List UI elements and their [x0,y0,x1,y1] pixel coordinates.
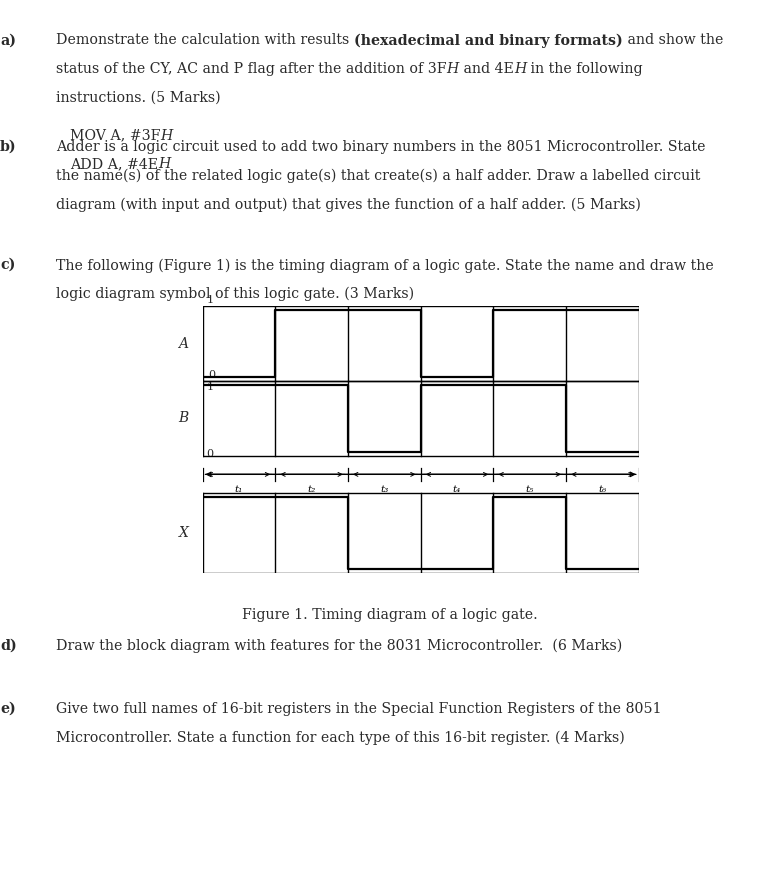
Text: Figure 1. Timing diagram of a logic gate.: Figure 1. Timing diagram of a logic gate… [241,608,538,622]
Text: t₃: t₃ [380,485,389,494]
Text: Microcontroller. State a function for each type of this 16-bit register. (4 Mark: Microcontroller. State a function for ea… [56,731,625,745]
Text: t₆: t₆ [598,485,607,494]
Text: e): e) [0,702,16,716]
Text: 0: 0 [206,450,213,459]
Text: in the following: in the following [527,62,643,76]
Text: ADD A, #4E: ADD A, #4E [70,158,158,172]
Text: Demonstrate the calculation with results: Demonstrate the calculation with results [56,33,354,47]
Text: The following (Figure 1) is the timing diagram of a logic gate. State the name a: The following (Figure 1) is the timing d… [56,258,714,272]
Text: and 4E: and 4E [459,62,514,76]
Text: A: A [178,337,189,351]
Text: B: B [178,411,189,425]
Text: H: H [446,62,459,76]
Text: H: H [160,129,173,143]
Text: 1: 1 [206,382,213,392]
Text: MOV A, #3F: MOV A, #3F [70,129,160,143]
Text: 1: 1 [206,295,213,304]
Text: a): a) [0,33,16,47]
Text: b): b) [0,140,16,154]
Text: and show the: and show the [622,33,723,47]
Text: status of the CY, AC and P flag after the addition of 3F: status of the CY, AC and P flag after th… [56,62,446,76]
Text: Draw the block diagram with features for the 8031 Microcontroller.  (6 Marks): Draw the block diagram with features for… [56,639,622,653]
Text: logic diagram symbol of this logic gate. (3 Marks): logic diagram symbol of this logic gate.… [56,287,414,301]
Text: t₁: t₁ [234,485,243,494]
Text: 0: 0 [208,369,215,380]
Text: X: X [178,526,189,540]
Text: Adder is a logic circuit used to add two binary numbers in the 8051 Microcontrol: Adder is a logic circuit used to add two… [56,140,706,154]
Text: diagram (with input and output) that gives the function of a half adder. (5 Mark: diagram (with input and output) that giv… [56,198,641,212]
Text: d): d) [0,639,17,653]
Text: c): c) [0,258,16,272]
Text: H: H [158,158,171,172]
Text: t₂: t₂ [308,485,315,494]
Text: H: H [514,62,527,76]
Text: instructions. (5 Marks): instructions. (5 Marks) [56,91,220,105]
Text: the name(s) of the related logic gate(s) that create(s) a half adder. Draw a lab: the name(s) of the related logic gate(s)… [56,169,700,183]
Text: t₅: t₅ [526,485,534,494]
Text: (hexadecimal and binary formats): (hexadecimal and binary formats) [354,33,622,47]
Text: Give two full names of 16-bit registers in the Special Function Registers of the: Give two full names of 16-bit registers … [56,702,661,716]
Text: t₄: t₄ [453,485,461,494]
